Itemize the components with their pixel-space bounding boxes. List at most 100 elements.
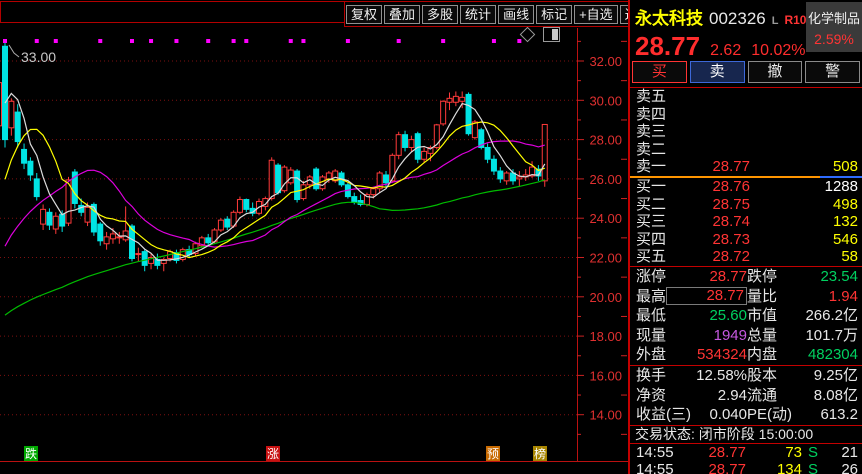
stat-label: 最低 — [636, 307, 667, 325]
ask-row: 卖三 — [630, 123, 862, 141]
book-volume — [750, 141, 858, 159]
stat-label: 最高 — [636, 287, 667, 305]
stat-value: 613.2 — [820, 406, 858, 424]
book-price: 28.72 — [712, 248, 750, 266]
toolbar-button-0[interactable]: 复权 — [346, 4, 383, 24]
tick-direction: S — [807, 443, 818, 461]
trade-button-plain[interactable]: 警 — [805, 61, 860, 83]
stat-cell: 流通 8.08亿 — [747, 386, 858, 406]
stat-value: 2.94 — [717, 386, 747, 404]
toolbar-button-5[interactable]: 标记 — [536, 4, 573, 24]
tick-volume: 134 — [776, 460, 802, 474]
trade-button-sell[interactable]: 卖 — [689, 61, 745, 83]
stat-cell: 股本 9.25亿 — [747, 366, 858, 386]
tick-volume: 73 — [785, 443, 802, 461]
svg-text:跌: 跌 — [25, 446, 37, 461]
kline-chart-area[interactable]: 33.00 32.00 30.00 28.00 26.00 24.00 22.00 20.00… — [0, 0, 628, 474]
svg-text:28.00: 28.00 — [589, 133, 622, 148]
sector-badge[interactable]: 化学制品 2.59% — [806, 2, 862, 52]
bottom-marker-涨[interactable]: 涨 — [266, 446, 280, 461]
ma20-line — [4, 140, 545, 248]
toolbar-button-3[interactable]: 统计 — [460, 4, 497, 24]
stat-cell: 量比 1.94 — [747, 287, 858, 307]
book-volume: 546 — [832, 230, 858, 248]
bottom-marker-跌[interactable]: 跌 — [24, 446, 38, 461]
event-markers — [3, 39, 522, 43]
bottom-marker-预[interactable]: 预 — [486, 446, 500, 461]
bottom-marker-榜[interactable]: 榜 — [533, 446, 547, 461]
sector-name: 化学制品 — [807, 10, 860, 26]
stat-value: 28.77 — [709, 267, 747, 285]
price-change-percent: 10.02% — [751, 42, 806, 59]
book-price: 28.73 — [712, 230, 750, 248]
bid-row: 买四 28.73 546 — [630, 231, 862, 249]
grid-layer — [0, 60, 577, 416]
stock-code: 002326 — [709, 9, 766, 28]
tick-count: 21 — [841, 443, 858, 461]
stat-value: 482304 — [807, 346, 858, 364]
panel-toggle-icon[interactable] — [543, 26, 560, 42]
book-price — [678, 88, 750, 106]
svg-text:14.00: 14.00 — [589, 408, 622, 423]
stock-name: 永太科技 — [635, 9, 703, 28]
ask-row: 卖四 — [630, 106, 862, 124]
toolbar-button-4[interactable]: 画线 — [498, 4, 535, 24]
kline-chart[interactable]: 33.00 32.00 30.00 28.00 26.00 24.00 22.00 20.00… — [0, 0, 628, 474]
tick-price: 28.77 — [708, 443, 746, 461]
stat-value: 1949 — [713, 326, 747, 344]
trade-button-plain[interactable]: 撤 — [747, 61, 803, 83]
stat-row: 净资 2.94 流通 8.08亿 — [630, 386, 862, 406]
book-volume — [750, 123, 858, 141]
quote-panel: 永太科技 002326 L R1000 28.77 2.62 10.02% 化学… — [628, 0, 862, 474]
diamond-icon[interactable] — [519, 26, 536, 42]
candles-layer — [0, 41, 548, 272]
toolbar-button-2[interactable]: 多股 — [422, 4, 459, 24]
tick-list[interactable]: 14:55 28.77 73 S 21 14:55 28.77 134 S 26 — [630, 444, 862, 474]
stat-row: 外盘 534324 内盘 482304 — [630, 345, 862, 365]
stat-row: 最高 28.77 量比 1.94 — [630, 287, 862, 307]
toolbar-button-6[interactable]: +自选 — [574, 4, 618, 24]
tick-count: 26 — [841, 460, 858, 474]
book-price: 28.77 — [712, 158, 750, 176]
stat-value: 101.7万 — [805, 326, 858, 344]
ma5-line — [4, 92, 546, 261]
tick-price: 28.77 — [708, 460, 746, 474]
svg-text:32.00: 32.00 — [589, 54, 622, 69]
stat-cell: 内盘 482304 — [747, 345, 858, 365]
stat-label: 现量 — [636, 326, 667, 344]
trade-button-buy[interactable]: 买 — [632, 61, 687, 83]
stat-value: 1.94 — [828, 287, 858, 305]
sector-change: 2.59% — [814, 30, 854, 47]
toolbar-button-1[interactable]: 叠加 — [384, 4, 421, 24]
stat-cell: 跌停 23.54 — [747, 267, 858, 287]
svg-text:22.00: 22.00 — [589, 251, 622, 266]
level-tag: L — [771, 15, 779, 27]
stats-group-1: 涨停 28.77 跌停 23.54 最高 28.77 量比 1.94 最低 25.60 市值 266.… — [630, 267, 862, 365]
ma60-line — [4, 179, 545, 316]
ask-row: 卖二 — [630, 141, 862, 159]
tick-row: 14:55 28.77 73 S 21 — [630, 444, 862, 461]
tick-time: 14:55 — [636, 460, 674, 474]
stat-value: 12.58% — [696, 366, 747, 384]
book-volume: 58 — [841, 248, 858, 266]
stat-label: 涨停 — [636, 267, 667, 285]
stat-cell: 收益(三) 0.040 — [636, 405, 747, 425]
book-label: 卖二 — [636, 140, 667, 158]
stat-cell: 现量 1949 — [636, 326, 747, 346]
stat-cell: 总量 101.7万 — [747, 326, 858, 346]
stat-label: 收益(三) — [636, 406, 691, 424]
stat-value: 25.60 — [709, 307, 747, 325]
bottom-marker-bar: 跌涨预榜 — [24, 446, 547, 461]
book-volume: 508 — [832, 158, 858, 176]
stat-row: 最低 25.60 市值 266.2亿 — [630, 306, 862, 326]
stat-row: 换手 12.58% 股本 9.25亿 — [630, 366, 862, 386]
svg-text:26.00: 26.00 — [589, 172, 622, 187]
ask-rows: 卖五 卖四 卖三 卖二 卖一 28.77 508 — [630, 88, 862, 176]
book-price: 28.74 — [712, 213, 750, 231]
book-label: 买一 — [636, 177, 667, 195]
bid-row: 买一 28.76 1288 — [630, 178, 862, 196]
book-price — [678, 141, 750, 159]
stat-row: 收益(三) 0.040 PE(动) 613.2 — [630, 405, 862, 425]
annotation-pointer — [8, 44, 20, 58]
